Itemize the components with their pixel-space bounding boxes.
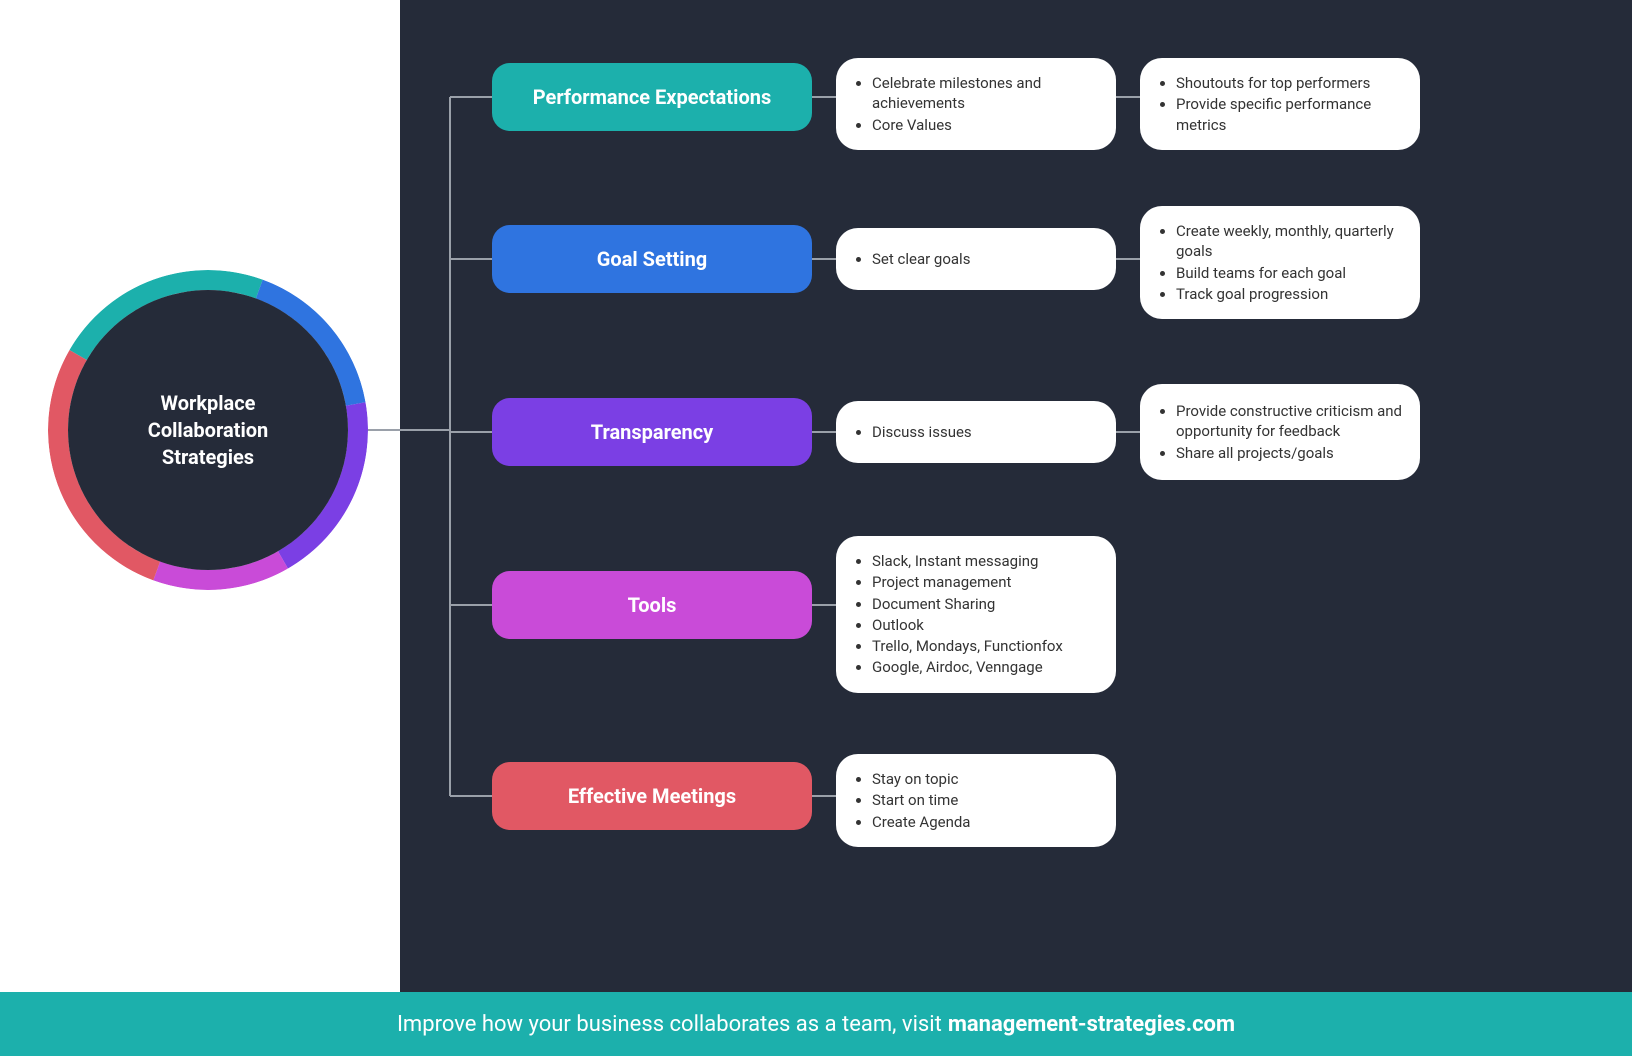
detail-box-performance: Celebrate milestones and achievementsCor… bbox=[836, 58, 1116, 150]
sub-item: Shoutouts for top performers bbox=[1176, 73, 1402, 93]
category-pill-label: Tools bbox=[628, 593, 677, 617]
detail-box-goal-setting: Set clear goals bbox=[836, 228, 1116, 290]
hub-circle: Workplace Collaboration Strategies bbox=[68, 290, 348, 570]
sub-item: Share all projects/goals bbox=[1176, 443, 1402, 463]
detail-item: Core Values bbox=[872, 115, 1098, 135]
detail-item: Trello, Mondays, Functionfox bbox=[872, 636, 1063, 656]
category-pill-performance: Performance Expectations bbox=[492, 63, 812, 131]
detail-item: Document Sharing bbox=[872, 594, 1063, 614]
hub-title-line2: Collaboration bbox=[148, 418, 268, 442]
sub-item: Provide constructive criticism and oppor… bbox=[1176, 401, 1402, 442]
sub-box-goal-setting: Create weekly, monthly, quarterly goalsB… bbox=[1140, 206, 1420, 319]
hub-title-line3: Strategies bbox=[162, 445, 254, 469]
sub-box-transparency: Provide constructive criticism and oppor… bbox=[1140, 384, 1420, 480]
detail-item: Create Agenda bbox=[872, 812, 970, 832]
category-pill-label: Goal Setting bbox=[597, 247, 707, 271]
sub-item: Provide specific performance metrics bbox=[1176, 94, 1402, 135]
detail-box-transparency: Discuss issues bbox=[836, 401, 1116, 463]
category-pill-label: Effective Meetings bbox=[568, 784, 736, 808]
category-pill-transparency: Transparency bbox=[492, 398, 812, 466]
hub-title-line1: Workplace bbox=[161, 391, 256, 415]
category-pill-tools: Tools bbox=[492, 571, 812, 639]
sub-item: Build teams for each goal bbox=[1176, 263, 1402, 283]
detail-item: Set clear goals bbox=[872, 249, 970, 269]
category-pill-label: Transparency bbox=[591, 420, 714, 444]
detail-item: Outlook bbox=[872, 615, 1063, 635]
detail-item: Celebrate milestones and achievements bbox=[872, 73, 1098, 114]
detail-item: Start on time bbox=[872, 790, 970, 810]
detail-item: Slack, Instant messaging bbox=[872, 551, 1063, 571]
footer-text: Improve how your business collaborates a… bbox=[397, 1012, 942, 1037]
detail-item: Project management bbox=[872, 572, 1063, 592]
detail-item: Discuss issues bbox=[872, 422, 972, 442]
category-pill-meetings: Effective Meetings bbox=[492, 762, 812, 830]
sub-box-performance: Shoutouts for top performersProvide spec… bbox=[1140, 58, 1420, 150]
sub-item: Create weekly, monthly, quarterly goals bbox=[1176, 221, 1402, 262]
category-pill-goal-setting: Goal Setting bbox=[492, 225, 812, 293]
detail-item: Stay on topic bbox=[872, 769, 970, 789]
category-pill-label: Performance Expectations bbox=[533, 85, 771, 109]
footer-bar: Improve how your business collaborates a… bbox=[0, 992, 1632, 1056]
detail-item: Google, Airdoc, Venngage bbox=[872, 657, 1063, 677]
detail-box-meetings: Stay on topicStart on timeCreate Agenda bbox=[836, 754, 1116, 847]
sub-item: Track goal progression bbox=[1176, 284, 1402, 304]
detail-box-tools: Slack, Instant messagingProject manageme… bbox=[836, 536, 1116, 693]
footer-link[interactable]: management-strategies.com bbox=[948, 1012, 1235, 1037]
